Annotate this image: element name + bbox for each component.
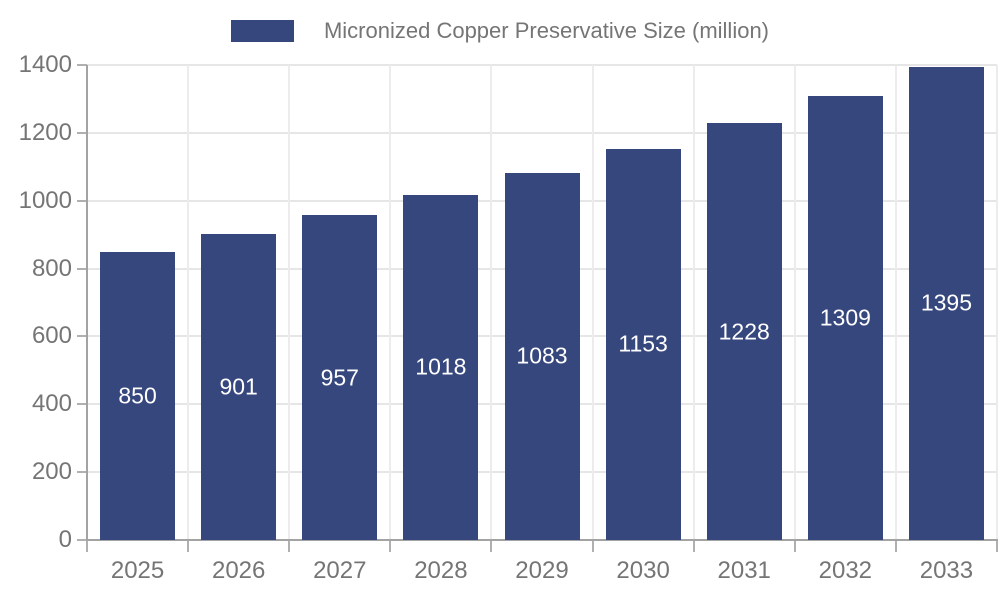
y-axis-tick-label: 1200: [18, 118, 72, 146]
bar-value-label: 1018: [415, 353, 467, 380]
gridline-x: [591, 65, 594, 540]
gridline-x: [996, 65, 998, 540]
x-axis-tick-label: 2030: [616, 557, 670, 584]
x-axis-tick-label: 2027: [313, 557, 367, 584]
x-axis-tick-label: 2029: [515, 557, 569, 584]
x-axis-tick: [692, 540, 695, 552]
bar-2033: 1395: [908, 66, 984, 540]
y-axis-tick-label: 0: [58, 526, 72, 553]
y-axis-tick: [77, 539, 87, 541]
legend-label: Micronized Copper Preservative Size (mil…: [323, 18, 770, 43]
bar-value-label: 1228: [718, 318, 770, 345]
x-axis-tick-label: 2025: [110, 557, 165, 584]
bar-value-label: 901: [219, 373, 258, 400]
y-axis-tick: [77, 131, 87, 134]
bar-value-label: 957: [320, 364, 359, 391]
bar-2029: 1083: [504, 172, 580, 540]
y-axis-tick-label: 600: [31, 322, 72, 350]
gridline-x: [187, 65, 190, 540]
y-axis-tick: [77, 471, 87, 474]
gridline-x: [490, 65, 493, 540]
x-axis-tick: [996, 540, 998, 552]
gridline-x: [793, 65, 796, 540]
bar-value-label: 850: [118, 382, 157, 409]
y-axis-tick-label: 1400: [18, 51, 72, 78]
x-axis-line: [86, 539, 998, 541]
x-axis-tick-label: 2033: [919, 557, 974, 584]
x-axis-tick-label: 2028: [414, 557, 468, 584]
bar-2032: 1309: [807, 95, 883, 540]
y-axis-tick-label: 200: [31, 458, 72, 486]
gridline-y: [87, 131, 997, 134]
y-axis-tick: [77, 64, 87, 66]
x-axis-tick: [187, 540, 190, 552]
y-axis-tick-label: 800: [31, 254, 72, 282]
bar-2027: 957: [302, 215, 378, 540]
bar-value-label: 1309: [819, 304, 871, 331]
bar-value-label: 1153: [618, 330, 668, 357]
bar-2031: 1228: [706, 123, 782, 540]
gridline-x: [288, 65, 291, 540]
bar-value-label: 1395: [920, 289, 973, 316]
x-axis-tick: [490, 540, 493, 552]
y-axis-tick-label: 1000: [18, 186, 72, 214]
x-axis-tick-label: 2031: [717, 557, 771, 584]
x-axis-tick: [591, 540, 594, 552]
x-axis-tick: [793, 540, 796, 552]
legend: Micronized Copper Preservative Size (mil…: [0, 17, 1000, 45]
x-axis-tick: [86, 540, 88, 552]
gridline-x: [894, 65, 897, 540]
y-axis-tick-label: 400: [31, 390, 72, 418]
x-axis-tick-label: 2032: [818, 557, 873, 584]
y-axis-line: [86, 65, 88, 540]
bar-2025: 850: [100, 251, 176, 540]
gridline-x: [389, 65, 392, 540]
y-axis-tick: [77, 267, 87, 270]
bar-value-label: 1083: [516, 342, 568, 369]
y-axis-tick: [77, 403, 87, 406]
bar-2030: 1153: [605, 148, 681, 540]
gridline-y: [87, 64, 997, 66]
x-axis-tick: [288, 540, 291, 552]
y-axis-tick: [77, 199, 87, 202]
bar-2026: 901: [201, 234, 277, 540]
bar-2028: 1018: [403, 194, 479, 540]
x-axis-tick: [894, 540, 897, 552]
gridline-x: [692, 65, 695, 540]
y-axis-tick: [77, 335, 87, 338]
x-axis-tick-label: 2026: [211, 557, 266, 584]
x-axis-tick: [389, 540, 392, 552]
legend-swatch: [230, 20, 294, 42]
